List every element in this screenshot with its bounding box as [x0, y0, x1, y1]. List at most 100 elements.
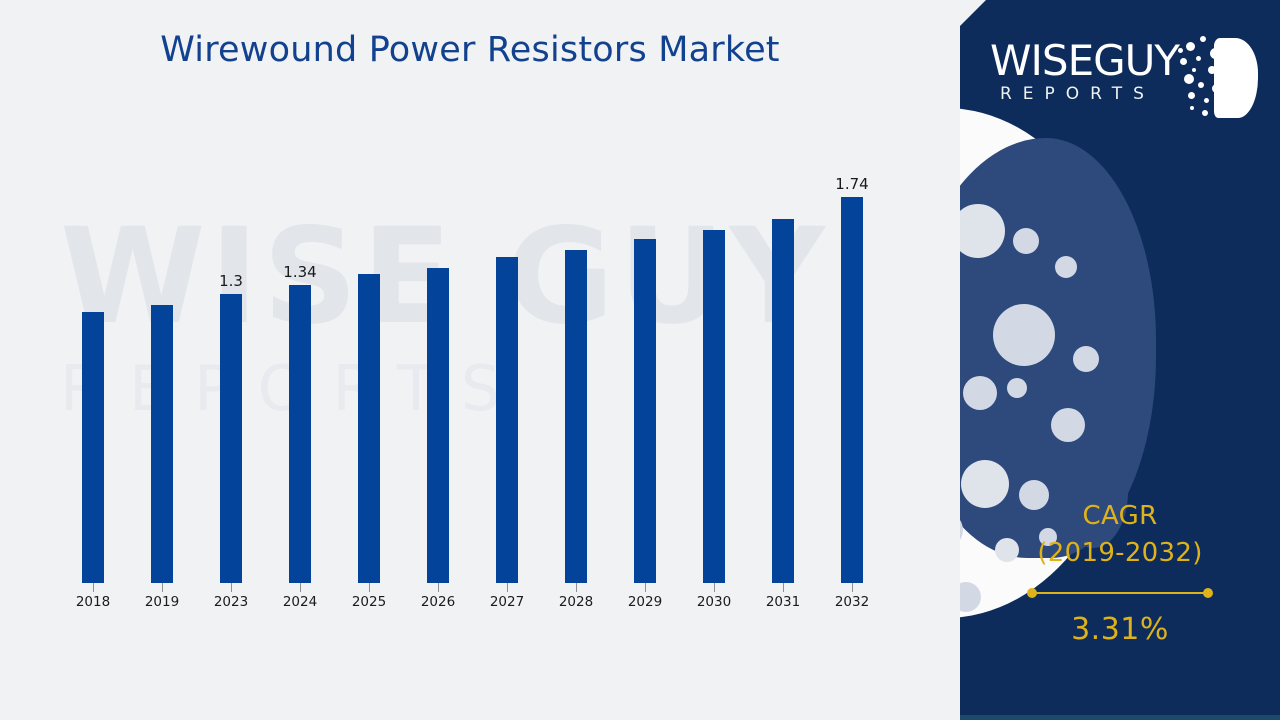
bar — [220, 294, 242, 583]
x-axis-tick — [438, 583, 439, 592]
x-axis-tick — [783, 583, 784, 592]
panel-footer-bar — [960, 715, 1280, 720]
bar — [358, 274, 380, 583]
bar-value-label: 1.34 — [283, 263, 317, 281]
brain-dot — [1013, 228, 1039, 254]
brain-dot — [1007, 378, 1027, 398]
brain-dot — [1019, 480, 1049, 510]
brain-head-icon — [1178, 32, 1258, 124]
corner-notch — [960, 0, 986, 26]
bar-group: 2029 — [628, 150, 662, 610]
bar — [496, 257, 518, 583]
logo-dot — [1196, 56, 1201, 61]
x-axis-tick — [231, 583, 232, 592]
logo-dot — [1186, 42, 1195, 51]
brain-dot — [960, 582, 981, 612]
bar — [634, 239, 656, 583]
bar — [289, 285, 311, 583]
x-axis-tick — [162, 583, 163, 592]
chart-panel: Wirewound Power Resistors Market WISE GU… — [60, 30, 882, 610]
plot-area: 2018 2019 1.3 2023 1.34 2024 2025 2026 2027 2028 2… — [76, 150, 882, 610]
x-axis-tick-label: 2030 — [696, 594, 732, 610]
x-axis-tick — [507, 583, 508, 592]
bar-value-label: 1.74 — [835, 175, 869, 193]
brain-dot — [1051, 408, 1085, 442]
divider-line — [1032, 591, 1208, 594]
bar-group: 2028 — [559, 150, 593, 610]
x-axis-tick — [714, 583, 715, 592]
bar — [82, 312, 104, 583]
cagr-value: 3.31% — [1071, 611, 1169, 647]
cagr-title-line-1: CAGR — [1082, 501, 1158, 531]
logo-dot — [1178, 48, 1183, 53]
logo-dot — [1214, 102, 1219, 107]
logo-dot — [1190, 106, 1194, 110]
x-axis-tick-label: 2028 — [558, 594, 594, 610]
x-axis-tick — [852, 583, 853, 592]
page-title: Wirewound Power Resistors Market — [160, 30, 780, 70]
brain-dot — [960, 204, 1005, 258]
logo-dot — [1198, 82, 1204, 88]
logo-dot — [1210, 48, 1221, 59]
bar-value-label: 1.3 — [219, 272, 243, 290]
x-axis-tick — [645, 583, 646, 592]
bar-group: 2026 — [421, 150, 455, 610]
head-chin-shape — [1056, 430, 1128, 548]
x-axis-tick-label: 2018 — [75, 594, 111, 610]
brain-dot-pattern — [960, 108, 1135, 618]
bar — [841, 197, 863, 583]
x-axis-tick — [93, 583, 94, 592]
x-axis-tick-label: 2025 — [351, 594, 387, 610]
bar — [151, 305, 173, 583]
logo-dot — [1188, 92, 1195, 99]
logo-dot — [1204, 98, 1209, 103]
bar — [427, 268, 449, 583]
logo-dot — [1184, 74, 1194, 84]
x-axis-tick — [369, 583, 370, 592]
bar-group: 2027 — [490, 150, 524, 610]
logo-dot — [1202, 110, 1208, 116]
brain-dot — [995, 538, 1019, 562]
divider-dot-right — [1203, 587, 1213, 598]
bar-group: 2018 — [76, 150, 110, 610]
bar-group: 1.3 2023 — [214, 150, 248, 610]
logo-face-shape — [1214, 38, 1258, 118]
x-axis-tick-label: 2031 — [765, 594, 801, 610]
bar — [772, 219, 794, 583]
bar-group: 1.34 2024 — [283, 150, 317, 610]
x-axis-tick-label: 2027 — [489, 594, 525, 610]
logo-dot — [1192, 68, 1196, 72]
brain-dot — [961, 460, 1009, 508]
brain-dot — [1017, 594, 1037, 614]
brain-dot — [963, 376, 997, 410]
logo-dot — [1208, 66, 1216, 74]
x-axis-tick-label: 2023 — [213, 594, 249, 610]
logo-dot — [1216, 56, 1221, 61]
x-axis-tick-label: 2032 — [834, 594, 870, 610]
logo-dot — [1212, 84, 1221, 93]
x-axis-tick-label: 2019 — [144, 594, 180, 610]
x-axis-tick — [576, 583, 577, 592]
x-axis-tick-label: 2026 — [420, 594, 456, 610]
brain-dot — [960, 512, 963, 548]
bar-group: 2031 — [766, 150, 800, 610]
brain-dot — [993, 304, 1055, 366]
x-axis-tick-label: 2024 — [282, 594, 318, 610]
logo-sub-text: REPORTS — [1000, 84, 1155, 104]
brain-dot — [1073, 346, 1099, 372]
x-axis-tick-label: 2029 — [627, 594, 663, 610]
brain-dot — [1055, 256, 1077, 278]
cagr-block: CAGR (2019-2032) 3.31% — [960, 498, 1280, 647]
bar — [565, 250, 587, 583]
divider-dot-left — [1027, 587, 1037, 598]
bar-group: 2019 — [145, 150, 179, 610]
bar — [703, 230, 725, 583]
cagr-title-line-2: (2019-2032) — [1037, 537, 1203, 568]
logo[interactable]: WISEGUY REPORTS — [982, 36, 1258, 122]
bar-group: 2025 — [352, 150, 386, 610]
logo-brand-text: WISEGUY — [990, 36, 1180, 85]
bar-group: 1.74 2032 — [835, 150, 869, 610]
cagr-divider — [1027, 587, 1213, 598]
logo-dot — [1180, 58, 1187, 65]
